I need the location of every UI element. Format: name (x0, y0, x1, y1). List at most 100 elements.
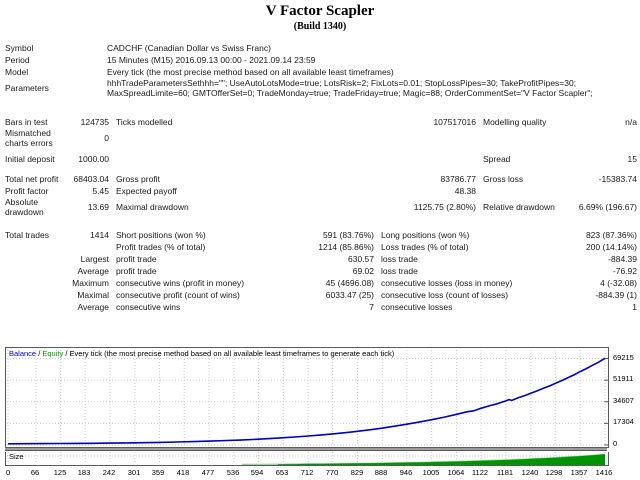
stats-label: Profit trades (% of total) (116, 242, 206, 252)
stats-label: loss trade (381, 254, 418, 264)
settings-label: Model (5, 67, 29, 77)
stats-label: Short positions (won %) (116, 230, 206, 240)
x-axis-tick-label: 888 (374, 468, 388, 477)
stats-value: 1214 (85.86%) (318, 242, 374, 252)
lot-size-canvas (7, 452, 606, 465)
x-axis-tick-label: 1357 (570, 468, 588, 477)
stats-label: Ticks modelled (116, 117, 173, 127)
stats-value: 13.69 (87, 202, 109, 212)
lot-size-panel: Size (5, 452, 609, 466)
stats-label: Spread (483, 154, 511, 164)
x-axis-tick-label: 418 (176, 468, 190, 477)
settings-label: Symbol (5, 43, 34, 53)
stats-label: consecutive loss (count of losses) (381, 290, 509, 300)
stats-row: Bars in test 124735 Ticks modelled 10751701… (5, 116, 637, 128)
stats-label: Relative drawdown (483, 202, 555, 212)
stats-label: Gross loss (483, 174, 524, 184)
stats-value: -15383.74 (598, 174, 637, 184)
stats-row: Largest profit trade 630.57 loss trade -884.… (5, 253, 637, 265)
settings-row-parameters: Parameters hhhTradeParametersSethhh=""; U… (5, 78, 637, 98)
stats-row: Mismatched charts errors 0 (5, 128, 637, 148)
x-axis-tick-label: 0 (6, 468, 11, 477)
y-axis-tick-label: 51911 (613, 374, 634, 383)
test-settings-table: Symbol CADCHF (Canadian Dollar vs Swiss F… (5, 42, 637, 98)
settings-row-symbol: Symbol CADCHF (Canadian Dollar vs Swiss F… (5, 42, 637, 54)
stats-value: 7 (369, 302, 374, 312)
stats-label: Initial deposit (5, 154, 55, 164)
settings-value: CADCHF (Canadian Dollar vs Swiss Franc) (107, 43, 271, 53)
chart-panel-separator (5, 447, 607, 451)
stats-value: 15 (627, 154, 637, 164)
stats-label: Gross profit (116, 174, 160, 184)
x-axis-tick-label: 477 (201, 468, 215, 477)
stats-value: -884.39 (1) (595, 290, 637, 300)
legend-separator-1: / (36, 349, 43, 358)
stats-value: 124735 (80, 117, 109, 127)
stats-label: consecutive losses (381, 302, 453, 312)
x-axis-tick-label: 1416 (595, 468, 613, 477)
stats-label: Absolute drawdown (5, 197, 44, 217)
stats-row: Maximal consecutive profit (count of wins… (5, 289, 637, 301)
stats-value: 4 (-32.08) (600, 278, 637, 288)
stats-value: 1125.75 (2.80%) (413, 202, 476, 212)
stats-value: -884.39 (608, 254, 637, 264)
stats-label: profit trade (116, 254, 157, 264)
y-axis-tick-label: 69215 (613, 353, 634, 362)
settings-value: 15 Minutes (M15) 2016.09.13 00:00 - 2021… (107, 55, 316, 65)
x-axis-tick-label: 536 (226, 468, 240, 477)
stats-value: Average (77, 266, 109, 276)
x-axis-tick-label: 770 (325, 468, 339, 477)
x-axis-tick-label: 1181 (496, 468, 514, 477)
balance-chart-panel: Balance / Equity / Every tick (the most … (5, 347, 609, 448)
stats-label: profit trade (116, 266, 157, 276)
stats-value: 200 (14.14%) (585, 242, 637, 252)
stats-value: 1000.00 (78, 154, 109, 164)
stats-label: consecutive wins (profit in money) (116, 278, 245, 288)
stats-value: Largest (80, 254, 109, 264)
x-axis-tick-label: 594 (250, 468, 264, 477)
stats-label: Maximal drawdown (116, 202, 189, 212)
stats-value: 630.57 (348, 254, 374, 264)
stats-value: 6.69% (196.67) (578, 202, 637, 212)
x-axis-tick-label: 125 (53, 468, 67, 477)
stats-value: n/a (625, 117, 637, 127)
x-axis-tick-label: 183 (77, 468, 91, 477)
stats-label: Long positions (won %) (381, 230, 470, 240)
balance-chart-canvas (7, 350, 608, 446)
x-axis-tick-label: 66 (30, 468, 40, 477)
stats-row: Initial deposit 1000.00 Spread 15 (5, 153, 637, 165)
stats-value: 591 (83.76%) (322, 230, 374, 240)
size-panel-label: Size (9, 452, 24, 461)
stats-value: Maximal (77, 290, 109, 300)
stats-label: consecutive wins (116, 302, 181, 312)
stats-label: consecutive profit (count of wins) (116, 290, 240, 300)
stats-value: Maximum (72, 278, 109, 288)
balance-line (7, 357, 606, 445)
stats-value: 5.45 (92, 186, 109, 196)
x-axis-tick-label: 301 (127, 468, 141, 477)
settings-label: Parameters (5, 83, 49, 93)
stats-label: Mismatched charts errors (5, 128, 53, 148)
chart-legend: Balance / Equity / Every tick (the most … (9, 349, 394, 358)
stats-label: consecutive losses (loss in money) (381, 278, 513, 288)
y-axis-tick-label: 0 (613, 439, 618, 448)
test-results-table: Bars in test 124735 Ticks modelled 10751701… (5, 116, 637, 313)
x-axis-tick-label: 829 (350, 468, 364, 477)
stats-label: loss trade (381, 266, 418, 276)
stats-row: Profit trades (% of total) 1214 (85.86%) L… (5, 241, 637, 253)
settings-label: Period (5, 55, 30, 65)
stats-row: Average profit trade 69.02 loss trade -76.92 (5, 265, 637, 277)
x-axis-tick-label: 242 (102, 468, 116, 477)
stats-value: -76.92 (612, 266, 637, 276)
stats-value: 1 (632, 302, 637, 312)
y-axis-tick-label: 17304 (613, 417, 634, 426)
stats-value: 48.38 (454, 186, 476, 196)
x-axis-tick-label: 946 (399, 468, 413, 477)
settings-value: hhhTradeParametersSethhh=""; UseAutoLots… (107, 78, 593, 98)
stats-row: Total net profit 68403.04 Gross profit 8378… (5, 173, 637, 185)
x-axis-tick-label: 1005 (422, 468, 440, 477)
stats-label: Modelling quality (483, 117, 547, 127)
equity-line (7, 357, 606, 445)
report-build: (Build 1340) (293, 21, 347, 32)
